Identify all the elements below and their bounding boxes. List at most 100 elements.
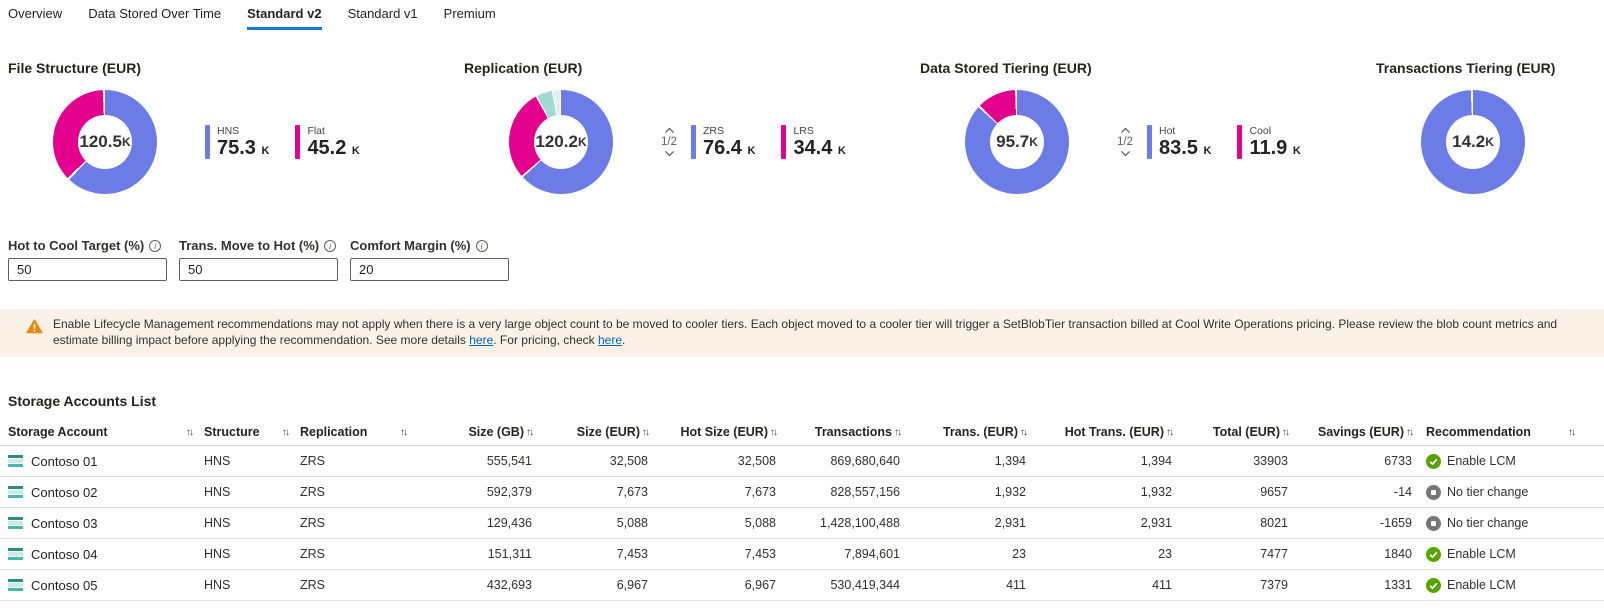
- donut-hole: [1446, 115, 1500, 169]
- legend-swatch: [781, 125, 787, 159]
- chart-card-file-structure-eur: File Structure (EUR) 120.5 K HNS 75.3 K Flat 4…: [0, 60, 456, 210]
- column-header-hot-trans-eur[interactable]: Hot Trans. (EUR) ↑↓: [1040, 425, 1186, 439]
- cell-replication: ZRS: [300, 578, 325, 592]
- column-header-recommendation[interactable]: Recommendation ↑↓: [1426, 425, 1586, 439]
- legend-item-zrs[interactable]: ZRS 76.4 K: [691, 125, 755, 159]
- table-row-contoso-01[interactable]: Contoso 01 HNS ZRS 555,541 32,508 32,508 869,6…: [0, 446, 1604, 477]
- table-row-contoso-04[interactable]: Contoso 04 HNS ZRS 151,311 7,453 7,453 7,894,6…: [0, 539, 1604, 570]
- info-icon[interactable]: [475, 239, 488, 252]
- legend-value: 76.4 K: [703, 137, 756, 159]
- column-header-size-gb[interactable]: Size (GB) ↑↓: [418, 425, 546, 439]
- legend-value: 83.5 K: [1159, 137, 1212, 159]
- column-header-size-eur[interactable]: Size (EUR) ↑↓: [546, 425, 662, 439]
- cell-hot-size-eur: 32,508: [737, 454, 776, 468]
- recommendation-badge: No tier change: [1426, 515, 1528, 531]
- storage-account-name: Contoso 01: [31, 453, 98, 469]
- column-header-storage-account[interactable]: Storage Account ↑↓: [8, 425, 204, 439]
- legend-item-lrs[interactable]: LRS 34.4 K: [781, 125, 846, 159]
- donut-chart-file-structure-eur[interactable]: 120.5 K: [53, 90, 157, 194]
- cell-hot-trans-eur: 23: [1158, 547, 1172, 561]
- cell-hot-size-eur: 5,088: [744, 516, 776, 530]
- cell-replication: ZRS: [300, 454, 325, 468]
- details-link[interactable]: here: [469, 332, 494, 347]
- input-comfort-margin[interactable]: [350, 258, 509, 281]
- warning-text-end: .: [622, 332, 626, 347]
- input-label-text: Hot to Cool Target (%): [8, 238, 145, 253]
- check-circle-icon: [1426, 453, 1441, 469]
- info-icon[interactable]: [149, 239, 162, 252]
- recommendation-label: Enable LCM: [1447, 547, 1516, 561]
- tab-data-stored-over-time[interactable]: Data Stored Over Time: [88, 6, 222, 21]
- legend-label: HNS: [217, 125, 240, 137]
- info-icon[interactable]: [324, 239, 337, 252]
- cell-total-eur: 8021: [1260, 516, 1288, 530]
- donut-chart-transactions-tiering-eur[interactable]: 14.2 K: [1421, 90, 1525, 194]
- column-header-trans-eur[interactable]: Trans. (EUR) ↑↓: [914, 425, 1040, 439]
- storage-account-icon: [8, 548, 23, 560]
- input-trans-move-to-hot[interactable]: [179, 258, 338, 281]
- chevron-down-icon[interactable]: [664, 150, 675, 157]
- sort-icon: ↑↓: [1568, 426, 1576, 438]
- cell-size-gb: 151,311: [487, 547, 532, 561]
- column-header-total-eur[interactable]: Total (EUR) ↑↓: [1186, 425, 1302, 439]
- table-header-row: Storage Account ↑↓ Structure ↑↓ Replication ↑…: [0, 419, 1604, 446]
- legend-pager: 1/2: [661, 127, 677, 157]
- chevron-up-icon[interactable]: [664, 127, 675, 134]
- legend-item-hns[interactable]: HNS 75.3 K: [205, 125, 269, 159]
- legend-pager: 1/2: [1117, 127, 1133, 157]
- legend-swatch: [691, 125, 696, 159]
- sort-icon: ↑↓: [282, 426, 290, 438]
- cell-recommendation: No tier change: [1426, 515, 1586, 531]
- column-label: Storage Account: [8, 425, 108, 439]
- legend-swatch: [1147, 125, 1152, 159]
- cell-transactions: 530,419,344: [830, 578, 900, 592]
- cell-transactions: 869,680,640: [830, 454, 900, 468]
- tab-standard-v2[interactable]: Standard v2: [247, 6, 322, 30]
- pricing-link[interactable]: here: [597, 332, 622, 347]
- column-header-replication[interactable]: Replication ↑↓: [300, 425, 418, 439]
- cell-savings-eur: 6733: [1384, 454, 1412, 468]
- chart-title: Data Stored Tiering (EUR): [920, 60, 1092, 76]
- chevron-up-icon[interactable]: [1120, 127, 1131, 134]
- tab-overview[interactable]: Overview: [8, 6, 63, 21]
- input-label-text: Trans. Move to Hot (%): [179, 238, 320, 253]
- column-header-savings-eur[interactable]: Savings (EUR) ↑↓: [1302, 425, 1426, 439]
- legend-item-hot[interactable]: Hot 83.5 K: [1147, 125, 1211, 159]
- legend-item-flat[interactable]: Flat 45.2 K: [295, 125, 360, 159]
- legend-value: 75.3 K: [217, 137, 270, 159]
- column-label: Hot Size (EUR): [680, 425, 769, 439]
- cell-recommendation: Enable LCM: [1426, 453, 1586, 469]
- table-row-contoso-02[interactable]: Contoso 02 HNS ZRS 592,379 7,673 7,673 828,557…: [0, 477, 1604, 508]
- column-header-structure[interactable]: Structure ↑↓: [204, 425, 300, 439]
- legend-value: 34.4 K: [793, 137, 846, 159]
- warning-icon: [26, 319, 43, 334]
- cell-trans-eur: 411: [1006, 578, 1026, 592]
- donut-chart-data-stored-tiering-eur[interactable]: 95.7 K: [965, 90, 1069, 194]
- no-change-icon: [1426, 515, 1441, 531]
- cell-trans-eur: 23: [1012, 547, 1026, 561]
- donut-chart-replication-eur[interactable]: 120.2 K: [509, 90, 613, 194]
- cell-total-eur: 7379: [1260, 578, 1288, 592]
- chevron-down-icon[interactable]: [1120, 150, 1131, 157]
- tab-standard-v1[interactable]: Standard v1: [347, 6, 418, 21]
- column-header-hot-size-eur[interactable]: Hot Size (EUR) ↑↓: [662, 425, 790, 439]
- input-hot-to-cool-target[interactable]: [8, 258, 167, 281]
- cell-structure: HNS: [204, 485, 231, 499]
- column-label: Structure: [204, 425, 260, 439]
- legend-item-cool[interactable]: Cool 11.9 K: [1237, 125, 1301, 159]
- cell-transactions: 7,894,601: [844, 547, 900, 561]
- cell-savings-eur: 1331: [1384, 578, 1412, 592]
- table-row-contoso-03[interactable]: Contoso 03 HNS ZRS 129,436 5,088 5,088 1,428,1…: [0, 508, 1604, 539]
- table-row-contoso-05[interactable]: Contoso 05 HNS ZRS 432,693 6,967 6,967 530,419…: [0, 570, 1604, 601]
- legend-label: ZRS: [703, 125, 724, 137]
- column-label: Hot Trans. (EUR): [1064, 425, 1164, 439]
- warning-text-mid: . For pricing, check: [493, 332, 598, 347]
- input-label: Comfort Margin (%): [350, 238, 509, 253]
- cell-recommendation: Enable LCM: [1426, 546, 1586, 562]
- input-label: Hot to Cool Target (%): [8, 238, 167, 253]
- sort-icon: ↑↓: [1282, 426, 1290, 438]
- chart-title: Replication (EUR): [464, 60, 583, 76]
- tab-premium[interactable]: Premium: [443, 6, 496, 21]
- column-header-transactions[interactable]: Transactions ↑↓: [790, 425, 914, 439]
- cell-size-gb: 129,436: [486, 516, 532, 530]
